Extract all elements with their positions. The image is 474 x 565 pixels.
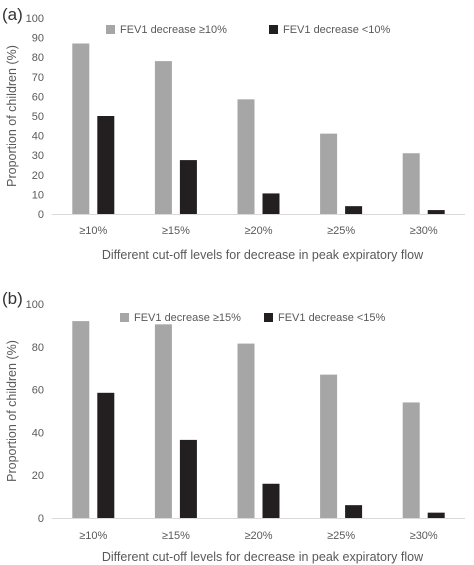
bar-black [97, 116, 115, 214]
y-tick-label: 90 [32, 33, 44, 45]
y-tick-label: 60 [32, 91, 44, 103]
bar-black [262, 483, 280, 518]
bar-gray [154, 324, 172, 518]
x-tick-label: ≥15% [162, 530, 190, 542]
y-tick-label: 80 [32, 342, 44, 354]
bar-gray [72, 43, 90, 215]
bar-gray [320, 133, 338, 214]
chart-panel-2: (b) 0 20 40 60 80 100 ≥10% ≥15% ≥20% ≥25% ≥30% Diffe… [2, 289, 465, 564]
y-tick-label: 60 [32, 385, 44, 397]
x-tick-label: ≥20% [244, 530, 272, 542]
y-tick-label: 20 [32, 170, 44, 182]
x-tick-label: ≥20% [244, 225, 272, 237]
bar-black [427, 512, 445, 518]
y-tick-label: 40 [32, 427, 44, 439]
legend-swatch [106, 25, 115, 34]
bar-gray [237, 343, 255, 518]
x-tick-label: ≥15% [162, 225, 190, 237]
chart-panel-1: (a) 0 10 20 30 40 50 60 70 80 90 100 ≥10% ≥15% ≥20% ≥25… [2, 5, 465, 262]
y-tick-label: 50 [32, 111, 44, 123]
bar-black [97, 392, 115, 518]
y-tick-label: 100 [26, 13, 44, 25]
legend-label: FEV1 decrease <10% [283, 24, 391, 36]
bar-black [345, 206, 363, 214]
x-axis-title: Different cut-off levels for decrease in… [102, 248, 424, 262]
y-tick-label: 0 [38, 209, 44, 221]
y-axis-title: Proportion of children (%) [5, 340, 19, 482]
y-tick-label: 30 [32, 150, 44, 162]
x-tick-label: ≥10% [79, 530, 107, 542]
bar-gray [402, 153, 420, 214]
legend-label: FEV1 decrease <15% [278, 312, 386, 324]
panel-label: (a) [2, 5, 23, 24]
bar-gray [402, 402, 420, 518]
y-axis-title: Proportion of children (%) [5, 45, 19, 187]
bar-black [179, 439, 197, 518]
bar-gray [154, 61, 172, 215]
x-tick-label: ≥25% [327, 530, 355, 542]
x-tick-label: ≥30% [410, 225, 438, 237]
bar-black [427, 210, 445, 214]
y-tick-label: 70 [32, 72, 44, 84]
legend-label: FEV1 decrease ≥15% [134, 312, 241, 324]
y-tick-label: 10 [32, 189, 44, 201]
y-tick-label: 0 [38, 513, 44, 525]
bar-gray [237, 99, 255, 214]
x-tick-label: ≥25% [327, 225, 355, 237]
legend-swatch [269, 25, 278, 34]
legend-swatch [264, 313, 273, 322]
y-tick-label: 20 [32, 470, 44, 482]
bar-black [262, 193, 280, 214]
panel-label: (b) [2, 289, 23, 308]
legend-swatch [120, 313, 129, 322]
x-tick-label: ≥10% [79, 225, 107, 237]
legend-label: FEV1 decrease ≥10% [120, 24, 227, 36]
bar-gray [72, 321, 90, 518]
y-tick-label: 100 [26, 299, 44, 311]
y-tick-label: 80 [32, 52, 44, 64]
y-tick-label: 40 [32, 131, 44, 143]
bar-gray [320, 374, 338, 518]
x-tick-label: ≥30% [410, 530, 438, 542]
x-axis-title: Different cut-off levels for decrease in… [102, 550, 424, 564]
bar-black [345, 505, 363, 518]
bar-black [179, 160, 197, 214]
